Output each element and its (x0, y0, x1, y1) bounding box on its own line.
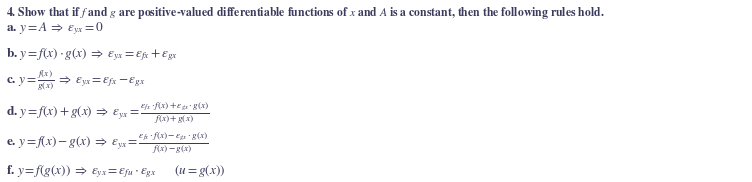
Text: f. $y = f(g(x)) \;\Rightarrow\; \varepsilon_{yx} = \varepsilon_{fu} \cdot \varep: f. $y = f(g(x)) \;\Rightarrow\; \varepsi… (6, 164, 226, 180)
Text: c. $y = \frac{f(x)}{g(x)} \;\Rightarrow\; \varepsilon_{yx} = \varepsilon_{fx} - : c. $y = \frac{f(x)}{g(x)} \;\Rightarrow\… (6, 69, 146, 93)
Text: 4. Show that if $f$ and $g$ are positive-valued differentiable functions of $x$ : 4. Show that if $f$ and $g$ are positive… (6, 5, 605, 21)
Text: b. $y = f(x) \cdot g(x) \;\Rightarrow\; \varepsilon_{yx} = \varepsilon_{fx} + \v: b. $y = f(x) \cdot g(x) \;\Rightarrow\; … (6, 46, 178, 63)
Text: e. $y = f(x) - g(x) \;\Rightarrow\; \varepsilon_{yx} = \frac{\varepsilon_{fx} \c: e. $y = f(x) - g(x) \;\Rightarrow\; \var… (6, 131, 208, 157)
Text: d. $y = f(x) + g(x) \;\Rightarrow\; \varepsilon_{yx} = \frac{\varepsilon_{fx} \c: d. $y = f(x) + g(x) \;\Rightarrow\; \var… (6, 101, 210, 126)
Text: a. $y = A \;\Rightarrow\; \varepsilon_{yx} = 0$: a. $y = A \;\Rightarrow\; \varepsilon_{y… (6, 20, 104, 37)
